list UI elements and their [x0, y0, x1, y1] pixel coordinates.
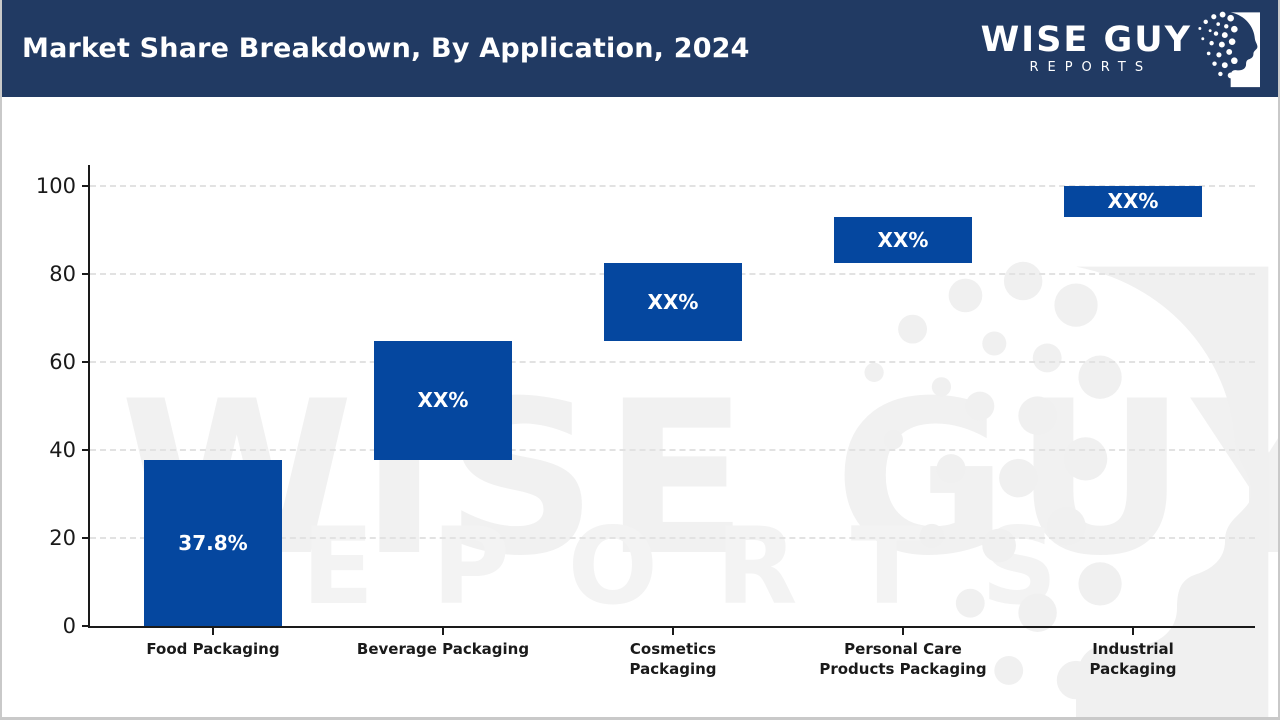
gridline-60 [90, 361, 1255, 363]
x-category-label: Beverage Packaging [356, 640, 530, 658]
y-tick-label-40: 40 [49, 438, 76, 462]
x-category-label: Food Packaging [146, 640, 280, 658]
bar-value-label: XX% [877, 227, 929, 252]
bar-value-label: XX% [417, 388, 469, 413]
y-tick-label-60: 60 [49, 350, 76, 374]
gridline-20 [90, 537, 1255, 539]
x-category-label: Cosmetics Packaging [629, 640, 717, 678]
y-tick-label-20: 20 [49, 526, 76, 550]
x-tick-1 [442, 628, 444, 635]
waterfall-chart: 0 20 40 60 80 100 37.8% Food Packaging XX% Bevera… [2, 97, 1278, 717]
logo-wordmark-line1: WISE GUY [980, 20, 1192, 60]
x-axis-line [88, 626, 1255, 628]
watermark-text-line2: REPORTS [162, 505, 1116, 628]
x-tick-2 [672, 628, 674, 635]
y-axis-line [88, 165, 90, 628]
bar-value-label: XX% [647, 289, 699, 314]
bar-cosmetics-packaging: XX% [604, 263, 742, 341]
y-tick-60 [82, 361, 90, 363]
y-tick-0 [82, 625, 90, 627]
x-tick-4 [1132, 628, 1134, 635]
y-tick-80 [82, 273, 90, 275]
bar-personal-care-products-packaging: XX% [834, 216, 972, 263]
y-tick-label-80: 80 [49, 262, 76, 286]
bar-value-label: 37.8% [178, 530, 248, 555]
wiseguy-logo: WISE GUY REPORTS [981, 10, 1260, 88]
logo-face-icon [1198, 11, 1260, 87]
header-bar: Market Share Breakdown, By Application, … [2, 0, 1278, 97]
gridline-100 [90, 185, 1255, 187]
y-tick-label-100: 100 [35, 174, 76, 198]
bar-food-packaging: 37.8% [144, 459, 282, 626]
logo-wordmark: WISE GUY REPORTS [981, 22, 1192, 75]
bar-industrial-packaging: XX% [1064, 186, 1202, 217]
gridline-40 [90, 449, 1255, 451]
bar-value-label: XX% [1107, 189, 1159, 214]
x-tick-0 [212, 628, 214, 635]
y-tick-40 [82, 449, 90, 451]
bar-beverage-packaging: XX% [374, 340, 512, 460]
y-tick-20 [82, 537, 90, 539]
watermark-face-icon [864, 261, 1269, 717]
y-tick-label-0: 0 [62, 614, 76, 638]
x-category-label: Industrial Packaging [1089, 640, 1177, 678]
chart-area: WISE GUY REPORTS 0 20 40 60 80 100 37.8% Food P… [2, 97, 1278, 717]
y-tick-100 [82, 185, 90, 187]
logo-wordmark-line2: REPORTS [1029, 60, 1153, 75]
x-tick-3 [902, 628, 904, 635]
watermark-layer: WISE GUY REPORTS [2, 97, 1278, 717]
x-category-label: Personal Care Products Packaging [819, 640, 987, 678]
chart-title: Market Share Breakdown, By Application, … [22, 33, 750, 64]
